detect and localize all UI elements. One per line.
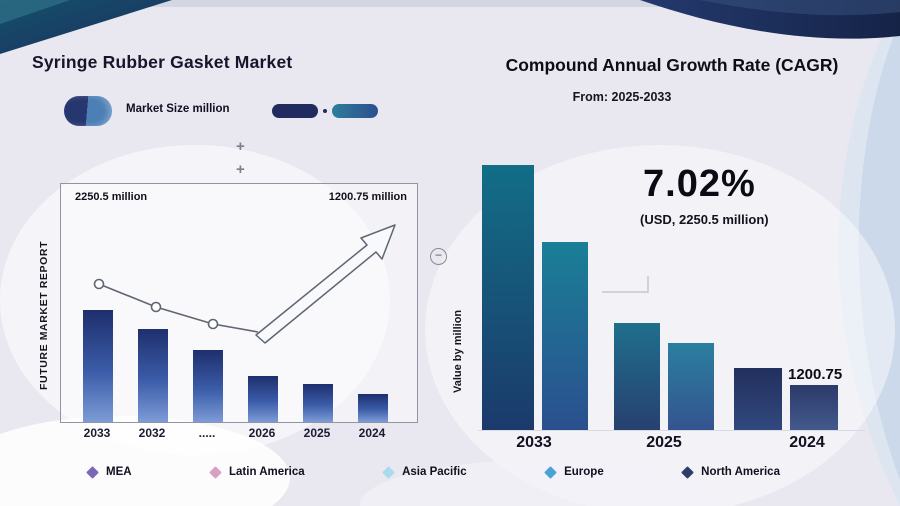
right-chart-subtitle: From: 2025-2033 bbox=[572, 90, 672, 104]
right-bar-2025-0 bbox=[614, 323, 660, 430]
diamond-icon bbox=[86, 465, 99, 479]
legend-label: Latin America bbox=[229, 466, 305, 478]
left-bar-2026 bbox=[248, 376, 278, 422]
right-y-axis-label: Value by million bbox=[452, 309, 464, 393]
left-x-label: ..... bbox=[198, 426, 216, 440]
legend-item-asia-pacific: Asia Pacific bbox=[382, 465, 467, 479]
cagr-value: 7.02% bbox=[643, 163, 756, 205]
right-chart-title: Compound Annual Growth Rate (CAGR) bbox=[505, 55, 839, 75]
plus-icon: + bbox=[236, 161, 245, 178]
left-x-label: 2024 bbox=[358, 426, 386, 440]
bracket-decoration bbox=[602, 276, 649, 293]
diamond-icon bbox=[681, 465, 695, 479]
right-bar-group-2033 bbox=[482, 165, 588, 430]
right-bar-2033-0 bbox=[482, 165, 534, 430]
legend-item-europe: Europe bbox=[544, 465, 604, 479]
right-x-label: 2025 bbox=[646, 434, 682, 451]
legend-item-north-america: North America bbox=[681, 465, 780, 479]
diamond-icon bbox=[544, 465, 557, 479]
legend-item-mea: MEA bbox=[86, 465, 132, 479]
pill-icon bbox=[272, 104, 318, 118]
bottom-legend: MEA Latin America Asia Pacific Europe North … bbox=[86, 465, 780, 479]
legend-label: MEA bbox=[106, 466, 132, 478]
left-bar-2033 bbox=[83, 310, 113, 422]
market-size-legend-label: Market Size million bbox=[126, 103, 230, 115]
right-bar-2033-1 bbox=[542, 242, 588, 430]
right-chart-baseline bbox=[478, 430, 866, 431]
right-bar-group-2024 bbox=[734, 368, 838, 430]
plus-icon: + bbox=[236, 138, 245, 155]
left-x-label: 2025 bbox=[303, 426, 331, 440]
right-bar-group-2025 bbox=[614, 323, 714, 430]
left-y-axis-label: FUTURE MARKET REPORT bbox=[38, 240, 50, 390]
pill-gradient-icon bbox=[332, 104, 378, 118]
right-bar-2024-1 bbox=[790, 385, 838, 430]
left-x-label: 2026 bbox=[248, 426, 276, 440]
cylinder-icon bbox=[64, 96, 112, 126]
annotation-max-value: 2250.5 million bbox=[75, 191, 148, 203]
dot-icon bbox=[323, 109, 327, 113]
left-x-label: 2033 bbox=[83, 426, 111, 440]
left-chart-title: Syringe Rubber Gasket Market bbox=[32, 52, 293, 72]
left-bar-x bbox=[193, 350, 223, 422]
diamond-icon bbox=[382, 465, 395, 479]
trend-marker bbox=[93, 278, 105, 290]
left-chart-area: 2250.5 million 1200.75 million bbox=[60, 183, 418, 423]
legend-label: Asia Pacific bbox=[402, 466, 467, 478]
left-x-label: 2032 bbox=[138, 426, 166, 440]
right-bar-groups bbox=[478, 165, 868, 430]
left-bar-2032 bbox=[138, 329, 168, 422]
cagr-note: (USD, 2250.5 million) bbox=[640, 212, 769, 227]
left-bar-2025 bbox=[303, 384, 333, 422]
left-x-labels: 2033 2032..... 2026 2025 2024 bbox=[60, 426, 416, 440]
right-bar-2024-0 bbox=[734, 368, 782, 430]
legend-label: North America bbox=[701, 466, 780, 478]
right-x-label: 2024 bbox=[789, 434, 825, 451]
left-bar-2024 bbox=[358, 394, 388, 422]
right-annotation-value: 1200.75 bbox=[788, 366, 843, 383]
diamond-icon bbox=[209, 465, 222, 479]
legend-label: Europe bbox=[564, 466, 604, 478]
right-x-label: 2033 bbox=[516, 434, 552, 451]
legend-item-latin-america: Latin America bbox=[209, 465, 305, 479]
corner-triangle-decoration bbox=[0, 0, 172, 54]
right-bar-2025-1 bbox=[668, 343, 714, 430]
minus-circle-icon: − bbox=[430, 248, 447, 265]
left-bar-area bbox=[61, 310, 417, 422]
annotation-min-value: 1200.75 million bbox=[328, 191, 407, 203]
